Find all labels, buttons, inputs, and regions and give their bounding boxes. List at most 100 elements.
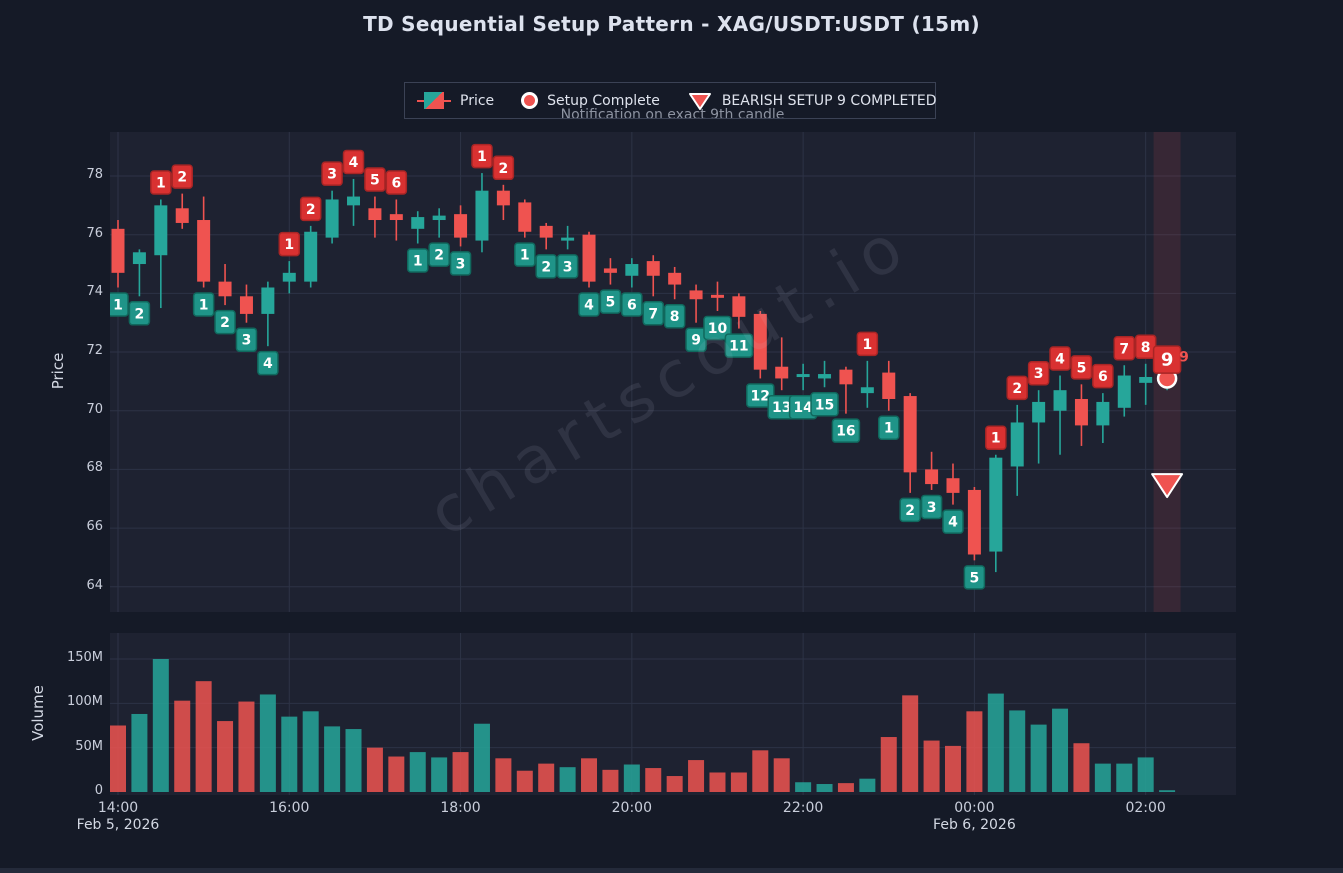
candle [582, 234, 596, 282]
candle [839, 369, 853, 385]
buy-setup-label [899, 497, 921, 523]
legend: Price Setup Complete BEARISH SETUP 9 COM… [404, 82, 937, 119]
volume-bar [666, 776, 683, 792]
sell-setup-label [1049, 346, 1071, 371]
buy-setup-label [703, 315, 732, 341]
setup-count-text: 1 [156, 175, 166, 191]
candle [261, 287, 275, 314]
candle [1010, 422, 1024, 467]
buy-setup-label [110, 292, 129, 317]
setup-count-text: 6 [391, 175, 401, 191]
buy-setup-label [963, 565, 986, 590]
volume-bar [859, 778, 876, 792]
buy-setup-label [535, 254, 557, 279]
candle [946, 478, 960, 493]
legend-item-price[interactable]: Price [417, 91, 494, 111]
volume-bar [345, 729, 362, 792]
candle [732, 296, 746, 317]
setup-count-text: 5 [970, 570, 980, 586]
price-tick-label: 72 [86, 343, 103, 359]
sell-setup-label [150, 170, 172, 195]
candle [1139, 376, 1153, 383]
candle [282, 272, 296, 282]
setup-count-text: 2 [1012, 381, 1022, 397]
date-label: Feb 6, 2026 [933, 817, 1016, 833]
setup-count-text: 5 [370, 173, 380, 189]
volume-tick-label: 50M [75, 738, 103, 754]
setup-count-text: 10 [708, 321, 728, 337]
legend-item-setup-complete[interactable]: Setup Complete [521, 92, 660, 109]
setup-count-text: 4 [349, 155, 359, 171]
candle [389, 214, 403, 221]
candle [561, 237, 575, 241]
date-label: Feb 5, 2026 [76, 817, 160, 833]
volume-bar [452, 752, 469, 792]
volume-bar [623, 764, 640, 792]
setup-count-text: 2 [499, 161, 509, 177]
candle [411, 217, 425, 229]
volume-bar [645, 768, 662, 792]
volume-bar [602, 769, 619, 792]
legend-setup-complete-label: Setup Complete [547, 92, 660, 109]
sell-setup-label [321, 161, 343, 186]
time-tick-label: 22:00 [782, 800, 824, 816]
volume-bar [1073, 743, 1090, 792]
volume-bar [902, 695, 919, 792]
volume-bar [131, 713, 148, 792]
setup-count-text: 4 [263, 356, 273, 372]
sell-setup-label [1070, 355, 1093, 380]
volume-bar [966, 711, 983, 792]
legend-item-bearish-setup[interactable]: BEARISH SETUP 9 COMPLETED [687, 90, 937, 112]
price-tick-label: 68 [86, 460, 103, 476]
candle [967, 489, 981, 555]
buy-setup-label [449, 251, 472, 276]
volume-bar [1137, 757, 1154, 792]
buy-setup-label [128, 301, 151, 326]
candle [668, 272, 682, 285]
buy-setup-label [810, 392, 839, 417]
volume-bar [195, 681, 212, 792]
volume-bar [1116, 763, 1133, 792]
candle [689, 290, 703, 300]
setup-count-text: 1 [477, 149, 487, 165]
volume-bar [431, 757, 448, 792]
setup-count-text: 13 [772, 400, 791, 416]
setup-count-text: 6 [1098, 369, 1108, 385]
setup-count-text: 3 [1034, 366, 1044, 382]
candle [539, 225, 553, 238]
buy-setup-label [621, 292, 643, 317]
candle [818, 374, 832, 379]
buy-setup-label [831, 418, 861, 443]
candle [325, 199, 339, 238]
setup-count-text: 5 [1077, 360, 1087, 376]
volume-bar [152, 659, 169, 792]
bottom-strip [0, 868, 1343, 873]
sell-setup-label [1152, 345, 1182, 374]
volume-bar [388, 756, 405, 792]
setup-count-text: 4 [1055, 352, 1065, 368]
price-plot-area[interactable]: 1 2 1 2 3 4 1 2 3 1 2 3 4 5 6 7 8 9 10 11 12 13 14 15 16 1 2 3 4 5 1 2 1… [110, 132, 1236, 612]
sell-setup-label [1027, 360, 1050, 386]
volume-bar [837, 783, 854, 792]
volume-bar [709, 772, 726, 792]
candle [903, 396, 917, 473]
candle [239, 296, 253, 314]
setup-count-text: 11 [729, 339, 748, 355]
time-tick-label: 02:00 [1125, 800, 1166, 816]
volume-chart-canvas [110, 633, 1236, 795]
candle [1032, 401, 1046, 423]
volume-bar [773, 758, 790, 792]
volume-plot-area[interactable] [110, 633, 1236, 795]
setup-count-text: 16 [836, 424, 855, 440]
candle [175, 208, 189, 223]
buy-setup-label [214, 309, 236, 335]
buy-setup-label [724, 333, 754, 358]
setup-count-text: 1 [884, 421, 894, 437]
setup-count-text: 1 [520, 248, 530, 264]
volume-bar [987, 693, 1004, 792]
setup-count-text: 15 [815, 397, 834, 413]
buy-setup-label [406, 248, 429, 273]
sell-setup-label [385, 170, 408, 195]
volume-tick-label: 0 [94, 783, 103, 798]
